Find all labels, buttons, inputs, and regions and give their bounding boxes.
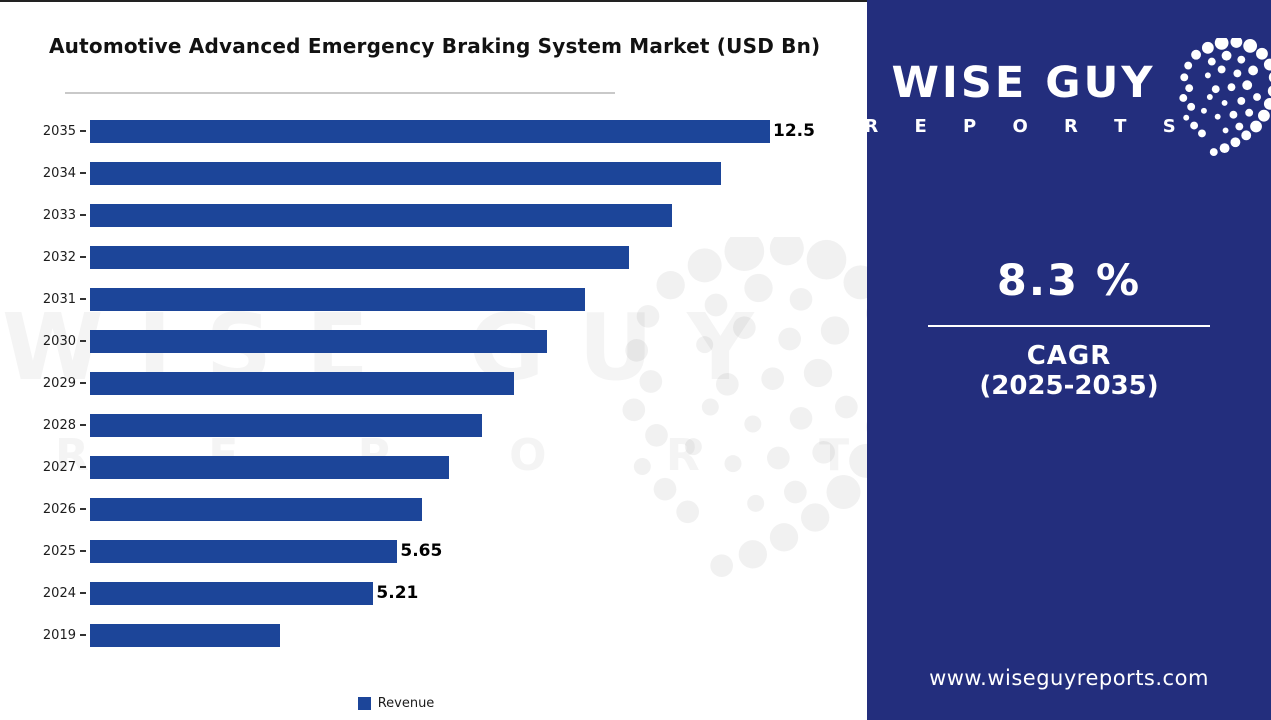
logo-head-dots-icon [1179,38,1271,156]
logo-text: WISE GUY R E P O R T S [867,58,1191,137]
bar-row: 2025 5.65 [24,530,770,572]
tick-mark [80,214,86,216]
tick-mark [80,508,86,510]
bar-track [90,287,770,311]
bar-track [90,203,770,227]
title-underline [65,92,615,94]
revenue-bar [90,119,770,143]
bar-row: 2028 [24,404,770,446]
y-axis-tick-label: 2028 [42,417,76,433]
chart-panel: WISE GUY R E P O R T S [0,0,867,711]
bar-row: 2030 [24,320,770,362]
bar-track: 12.5 [90,119,815,143]
bar-value-label: 5.21 [376,583,419,603]
bars-container: 2035 12.5 2034 2033 2032 2031 2030 2029 2028 2027… [24,110,815,656]
bar-row: 2026 [24,488,770,530]
y-axis-tick-label: 2032 [42,249,76,265]
tick-mark [80,172,86,174]
tick-mark [80,130,86,132]
cagr-divider-line [928,325,1210,327]
bar-row: 2027 [24,446,770,488]
bar-row: 2019 [24,614,770,656]
bar-track [90,161,770,185]
y-axis-tick-label: 2034 [42,165,76,181]
bar-value-label: 5.65 [400,541,443,561]
tick-mark [80,256,86,258]
cagr-value: 8.3 % [996,256,1142,306]
cagr-label: CAGR [1026,341,1112,371]
y-axis-tick-label: 2027 [42,459,76,475]
bar-track [90,413,770,437]
revenue-bar [90,203,673,227]
bar-row: 2033 [24,194,770,236]
brand-sidebar: WISE GUY R E P O R T S 8.3 % CAGR (2025-… [867,0,1271,720]
website-url: www.wiseguyreports.com [929,666,1209,690]
bar-track [90,329,770,353]
y-axis-tick-label: 2033 [42,207,76,223]
bar-row: 2024 5.21 [24,572,770,614]
tick-mark [80,424,86,426]
bar-row: 2029 [24,362,770,404]
y-axis-tick-label: 2025 [42,543,76,559]
revenue-bar [90,413,482,437]
wise-guy-reports-logo: WISE GUY R E P O R T S [867,38,1271,156]
revenue-bar [90,245,629,269]
revenue-bar [90,581,374,605]
bar-row: 2031 [24,278,770,320]
bar-track [90,245,770,269]
revenue-bar [90,329,547,353]
tick-mark [80,592,86,594]
bar-track [90,371,770,395]
tick-mark [80,298,86,300]
revenue-bar [90,455,450,479]
y-axis-tick-label: 2030 [42,333,76,349]
tick-mark [80,340,86,342]
chart-title: Automotive Advanced Emergency Braking Sy… [49,34,821,58]
bar-track [90,497,770,521]
bar-track [90,455,770,479]
y-axis-tick-label: 2029 [42,375,76,391]
bar-row: 2032 [24,236,770,278]
tick-mark [80,634,86,636]
y-axis-tick-label: 2019 [42,627,76,643]
revenue-bar [90,497,422,521]
y-axis-tick-label: 2026 [42,501,76,517]
revenue-bar [90,539,398,563]
tick-mark [80,382,86,384]
bar-row: 2035 12.5 [24,110,815,152]
y-axis-tick-label: 2031 [42,291,76,307]
revenue-bar [90,287,586,311]
cagr-period: (2025-2035) [979,371,1159,401]
revenue-bar [90,623,281,647]
chart-legend: Revenue [86,696,706,711]
bar-value-label: 12.5 [773,121,815,141]
legend-color-swatch [357,697,371,710]
y-axis-tick-label: 2035 [42,123,76,139]
y-axis-tick-label: 2024 [42,585,76,601]
bar-track: 5.65 [90,539,770,563]
bar-track: 5.21 [90,581,770,605]
logo-wise-guy-text: WISE GUY [891,57,1156,108]
bar-track [90,623,770,647]
logo-reports-text: R E P O R T S [867,115,1191,137]
bar-row: 2034 [24,152,770,194]
tick-mark [80,550,86,552]
tick-mark [80,466,86,468]
legend-label: Revenue [377,696,435,711]
revenue-bar [90,371,515,395]
revenue-bar [90,161,722,185]
